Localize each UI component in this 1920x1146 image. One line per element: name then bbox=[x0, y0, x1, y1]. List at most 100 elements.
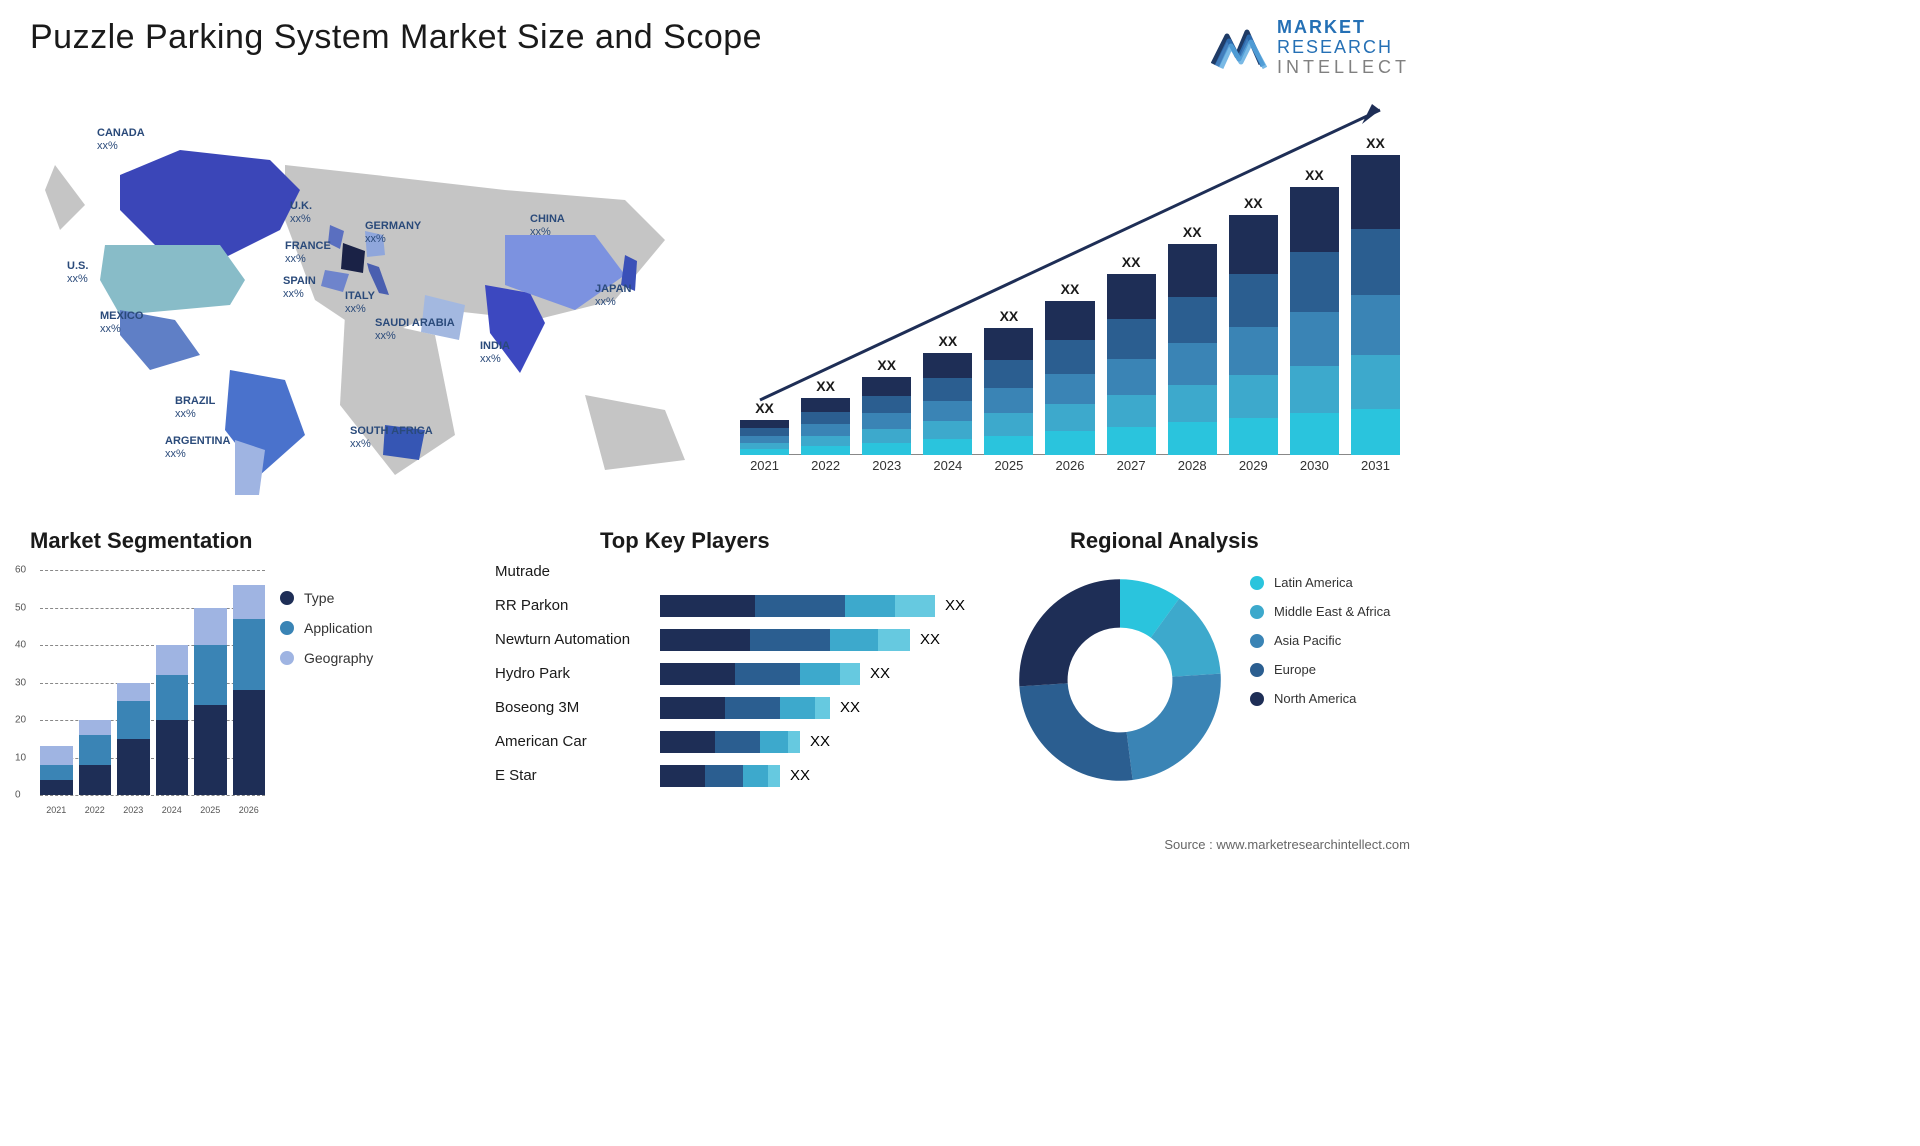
segmentation-title: Market Segmentation bbox=[30, 528, 253, 554]
donut-legend: Latin AmericaMiddle East & AfricaAsia Pa… bbox=[1250, 575, 1410, 720]
forecast-bar bbox=[1229, 215, 1278, 455]
seg-xtick: 2023 bbox=[117, 805, 150, 815]
map-label: CHINAxx% bbox=[530, 213, 565, 238]
forecast-bar bbox=[801, 398, 850, 455]
player-name: Mutrade bbox=[495, 563, 660, 580]
forecast-xtick: 2030 bbox=[1290, 458, 1339, 480]
map-label: SPAINxx% bbox=[283, 275, 316, 300]
players-title: Top Key Players bbox=[600, 528, 770, 554]
seg-xtick: 2022 bbox=[79, 805, 112, 815]
forecast-bar bbox=[1045, 301, 1094, 455]
forecast-bar-label: XX bbox=[1122, 254, 1141, 270]
seg-legend-label: Geography bbox=[304, 650, 373, 666]
donut-chart bbox=[1000, 560, 1240, 800]
seg-bar bbox=[40, 746, 73, 795]
forecast-bar-label: XX bbox=[938, 333, 957, 349]
player-row: Mutrade bbox=[495, 558, 965, 585]
forecast-bar bbox=[1351, 155, 1400, 455]
seg-ytick: 60 bbox=[15, 565, 26, 576]
map-label: ARGENTINAxx% bbox=[165, 435, 230, 460]
forecast-bar-label: XX bbox=[1183, 224, 1202, 240]
player-row: American Car XX bbox=[495, 728, 965, 755]
forecast-bar-label: XX bbox=[1244, 195, 1263, 211]
player-name: Boseong 3M bbox=[495, 699, 660, 716]
player-row: Boseong 3M XX bbox=[495, 694, 965, 721]
logo-line3: INTELLECT bbox=[1277, 58, 1410, 78]
player-value: XX bbox=[945, 597, 965, 614]
player-row: E Star XX bbox=[495, 762, 965, 789]
players-chart: MutradeRR ParkonXXNewturn AutomationXXHy… bbox=[495, 558, 965, 796]
forecast-bar-label: XX bbox=[877, 357, 896, 373]
forecast-bar bbox=[1290, 187, 1339, 455]
map-label: JAPANxx% bbox=[595, 283, 631, 308]
forecast-bar-label: XX bbox=[1061, 281, 1080, 297]
player-name: RR Parkon bbox=[495, 597, 660, 614]
player-value: XX bbox=[810, 733, 830, 750]
seg-ytick: 0 bbox=[15, 790, 21, 801]
seg-legend-label: Application bbox=[304, 620, 373, 636]
forecast-xtick: 2028 bbox=[1168, 458, 1217, 480]
donut-legend-label: North America bbox=[1274, 691, 1356, 706]
segmentation-chart: 202120222023202420252026 0102030405060 bbox=[15, 560, 265, 820]
forecast-xtick: 2025 bbox=[984, 458, 1033, 480]
map-label: INDIAxx% bbox=[480, 340, 510, 365]
page-title: Puzzle Parking System Market Size and Sc… bbox=[30, 18, 762, 57]
forecast-xtick: 2024 bbox=[923, 458, 972, 480]
seg-bar bbox=[79, 720, 112, 795]
forecast-bar bbox=[1107, 274, 1156, 455]
seg-xtick: 2021 bbox=[40, 805, 73, 815]
player-name: Hydro Park bbox=[495, 665, 660, 682]
forecast-xtick: 2023 bbox=[862, 458, 911, 480]
seg-bar bbox=[233, 585, 266, 795]
player-value: XX bbox=[840, 699, 860, 716]
map-label: GERMANYxx% bbox=[365, 220, 421, 245]
seg-ytick: 50 bbox=[15, 602, 26, 613]
logo-line1: MARKET bbox=[1277, 18, 1410, 38]
seg-ytick: 30 bbox=[15, 677, 26, 688]
seg-ytick: 20 bbox=[15, 715, 26, 726]
player-row: Hydro Park XX bbox=[495, 660, 965, 687]
forecast-xtick: 2029 bbox=[1229, 458, 1278, 480]
player-row: RR Parkon XX bbox=[495, 592, 965, 619]
seg-xtick: 2024 bbox=[156, 805, 189, 815]
logo-line2: RESEARCH bbox=[1277, 38, 1410, 58]
forecast-bar-label: XX bbox=[816, 378, 835, 394]
forecast-bar bbox=[984, 328, 1033, 455]
player-name: E Star bbox=[495, 767, 660, 784]
donut-legend-label: Europe bbox=[1274, 662, 1316, 677]
map-label: BRAZILxx% bbox=[175, 395, 215, 420]
forecast-bar-label: XX bbox=[755, 400, 774, 416]
map-label: MEXICOxx% bbox=[100, 310, 143, 335]
donut-legend-label: Middle East & Africa bbox=[1274, 604, 1390, 619]
donut-slice bbox=[1019, 579, 1120, 686]
forecast-xtick: 2031 bbox=[1351, 458, 1400, 480]
donut-slice bbox=[1019, 683, 1132, 781]
logo-swoosh-icon bbox=[1211, 26, 1267, 70]
forecast-xtick: 2021 bbox=[740, 458, 789, 480]
seg-legend-label: Type bbox=[304, 590, 334, 606]
forecast-bar bbox=[1168, 244, 1217, 455]
forecast-bar bbox=[923, 353, 972, 455]
player-name: American Car bbox=[495, 733, 660, 750]
forecast-chart: XXXXXXXXXXXXXXXXXXXXXX 20212022202320242… bbox=[740, 100, 1400, 480]
source-text: Source : www.marketresearchintellect.com bbox=[1164, 837, 1410, 852]
forecast-bar-label: XX bbox=[1305, 167, 1324, 183]
map-label: U.K.xx% bbox=[290, 200, 312, 225]
map-country bbox=[120, 150, 300, 260]
forecast-xtick: 2026 bbox=[1045, 458, 1094, 480]
map-label: U.S.xx% bbox=[67, 260, 88, 285]
map-label: CANADAxx% bbox=[97, 127, 145, 152]
map-label: SOUTH AFRICAxx% bbox=[350, 425, 433, 450]
seg-bar bbox=[194, 608, 227, 796]
seg-xtick: 2026 bbox=[233, 805, 266, 815]
player-value: XX bbox=[790, 767, 810, 784]
forecast-bar bbox=[862, 377, 911, 455]
forecast-bar-label: XX bbox=[1000, 308, 1019, 324]
map-label: ITALYxx% bbox=[345, 290, 375, 315]
seg-ytick: 10 bbox=[15, 752, 26, 763]
player-row: Newturn AutomationXX bbox=[495, 626, 965, 653]
player-value: XX bbox=[870, 665, 890, 682]
player-value: XX bbox=[920, 631, 940, 648]
seg-xtick: 2025 bbox=[194, 805, 227, 815]
brand-logo: MARKET RESEARCH INTELLECT bbox=[1211, 18, 1410, 77]
